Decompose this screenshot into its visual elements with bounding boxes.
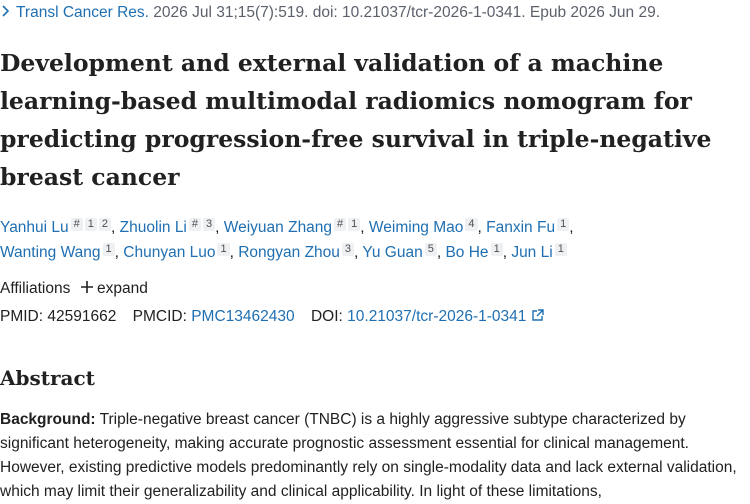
author-link[interactable]: Weiyuan Zhang — [223, 219, 333, 236]
section-text: Triple-negative breast cancer (TNBC) is … — [0, 411, 737, 500]
author-affiliation-ref[interactable]: 3 — [341, 243, 355, 256]
author-link[interactable]: Jun Li — [511, 244, 553, 261]
expand-label[interactable]: expand — [97, 280, 148, 297]
author-affiliation-ref[interactable]: # — [188, 218, 202, 231]
doi-link[interactable]: 10.21037/tcr-2026-1-0341 — [347, 308, 527, 325]
abstract-body: Background: Triple-negative breast cance… — [0, 408, 748, 504]
section-label: Background: — [0, 411, 96, 428]
author: Weiyuan Zhang #1, — [223, 218, 365, 236]
affiliations-label: Affiliations — [0, 280, 71, 297]
author-link[interactable]: Wanting Wang — [0, 244, 101, 261]
author: Yanhui Lu #1 2, — [0, 218, 116, 236]
author: Rongyan Zhou 3, — [238, 243, 359, 261]
author-affiliation-ref[interactable]: 5 — [424, 243, 437, 256]
author-separator: , — [114, 244, 119, 261]
author-affiliation-ref[interactable]: 1 — [102, 243, 115, 256]
author-link[interactable]: Bo He — [445, 244, 489, 261]
article-title: Development and external validation of a… — [0, 49, 712, 191]
author-affiliation-ref[interactable]: 1 — [557, 218, 570, 231]
citation: Transl Cancer Res. 2026 Jul 31;15(7):519… — [0, 4, 660, 22]
author-separator: , — [111, 219, 116, 236]
author-separator: , — [477, 219, 482, 236]
author-affiliation-ref[interactable]: # — [70, 218, 83, 231]
expand-button[interactable]: expand — [80, 280, 148, 297]
author-link[interactable]: Yu Guan — [362, 244, 423, 261]
author-affiliation-ref[interactable]: 2 — [98, 218, 112, 231]
author: Bo He 1, — [445, 243, 507, 261]
author-separator: , — [354, 244, 359, 261]
author: Weiming Mao 4, — [368, 218, 482, 236]
pmid-label: PMID: — [0, 308, 44, 325]
author-link[interactable]: Rongyan Zhou — [238, 244, 340, 261]
author-separator: , — [229, 244, 234, 261]
chevron-icon — [2, 5, 10, 17]
author: Jun Li 1 — [511, 243, 567, 261]
author: Wanting Wang 1, — [0, 243, 119, 261]
author-link[interactable]: Fanxin Fu — [486, 219, 556, 236]
author-separator: , — [569, 219, 574, 236]
author-separator: , — [215, 219, 220, 236]
author-separator: , — [502, 244, 507, 261]
author-link[interactable]: Weiming Mao — [368, 219, 464, 236]
external-link-icon — [532, 309, 544, 321]
plus-icon — [80, 281, 93, 293]
identifiers: PMID: 42591662 PMCID: PMC13462430 DOI: 1… — [0, 308, 544, 326]
author-separator: , — [360, 219, 365, 236]
journal-link[interactable]: Transl Cancer Res. — [16, 4, 149, 21]
author: Chunyan Luo 1, — [123, 243, 234, 261]
author-list: Yanhui Lu #1 2, Zhuolin Li #3, Weiyuan Zhan… — [0, 215, 640, 265]
author-separator: , — [436, 244, 442, 261]
doi-label: DOI: — [310, 308, 343, 325]
author-link[interactable]: Chunyan Luo — [123, 244, 216, 261]
author-affiliation-ref[interactable]: 1 — [84, 218, 97, 231]
pmcid-link[interactable]: PMC13462430 — [191, 308, 295, 325]
pmcid-label: PMCID: — [132, 308, 187, 325]
citation-details: 2026 Jul 31;15(7):519. doi: 10.21037/tcr… — [153, 4, 661, 21]
author-affiliation-ref[interactable]: 1 — [554, 243, 567, 256]
author-link[interactable]: Zhuolin Li — [119, 219, 187, 236]
pmid: 42591662 — [47, 308, 117, 325]
abstract-heading: Abstract — [0, 366, 95, 390]
abstract-section: Background: Triple-negative breast cance… — [0, 408, 748, 504]
author-affiliation-ref[interactable]: 4 — [465, 218, 478, 231]
author: Zhuolin Li #3, — [119, 218, 220, 236]
author-link[interactable]: Yanhui Lu — [0, 219, 69, 236]
author-affiliation-ref[interactable]: 1 — [217, 243, 230, 256]
author-affiliation-ref[interactable]: 1 — [490, 243, 503, 256]
author: Fanxin Fu 1, — [486, 218, 574, 236]
author-affiliation-ref[interactable]: # — [334, 218, 347, 231]
author-affiliation-ref[interactable]: 1 — [348, 218, 361, 231]
affiliations: Affiliations expand — [0, 280, 148, 298]
author: Yu Guan 5, — [362, 243, 442, 261]
author-affiliation-ref[interactable]: 3 — [203, 218, 216, 231]
